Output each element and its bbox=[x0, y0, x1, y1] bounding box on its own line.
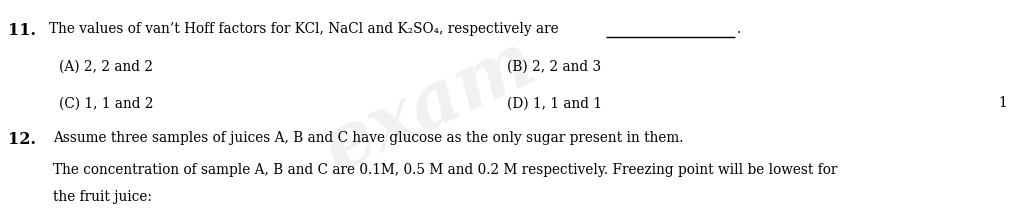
Text: The concentration of sample A, B and C are 0.1M, 0.5 M and 0.2 M respectively. F: The concentration of sample A, B and C a… bbox=[53, 163, 838, 177]
Text: 1: 1 bbox=[998, 96, 1007, 110]
Text: 12.: 12. bbox=[8, 131, 36, 148]
Text: The values of van’t Hoff factors for KCl, NaCl and K₂SO₄, respectively are: The values of van’t Hoff factors for KCl… bbox=[49, 22, 559, 36]
Text: (B) 2, 2 and 3: (B) 2, 2 and 3 bbox=[507, 59, 601, 73]
Text: 11.: 11. bbox=[8, 22, 36, 39]
Text: .: . bbox=[736, 22, 740, 36]
Text: (D) 1, 1 and 1: (D) 1, 1 and 1 bbox=[507, 96, 602, 110]
Text: (C) 1, 1 and 2: (C) 1, 1 and 2 bbox=[59, 96, 154, 110]
Text: exam: exam bbox=[312, 25, 548, 187]
Text: the fruit juice:: the fruit juice: bbox=[53, 190, 153, 204]
Text: Assume three samples of juices A, B and C have glucose as the only sugar present: Assume three samples of juices A, B and … bbox=[53, 131, 684, 145]
Text: (A) 2, 2 and 2: (A) 2, 2 and 2 bbox=[59, 59, 154, 73]
